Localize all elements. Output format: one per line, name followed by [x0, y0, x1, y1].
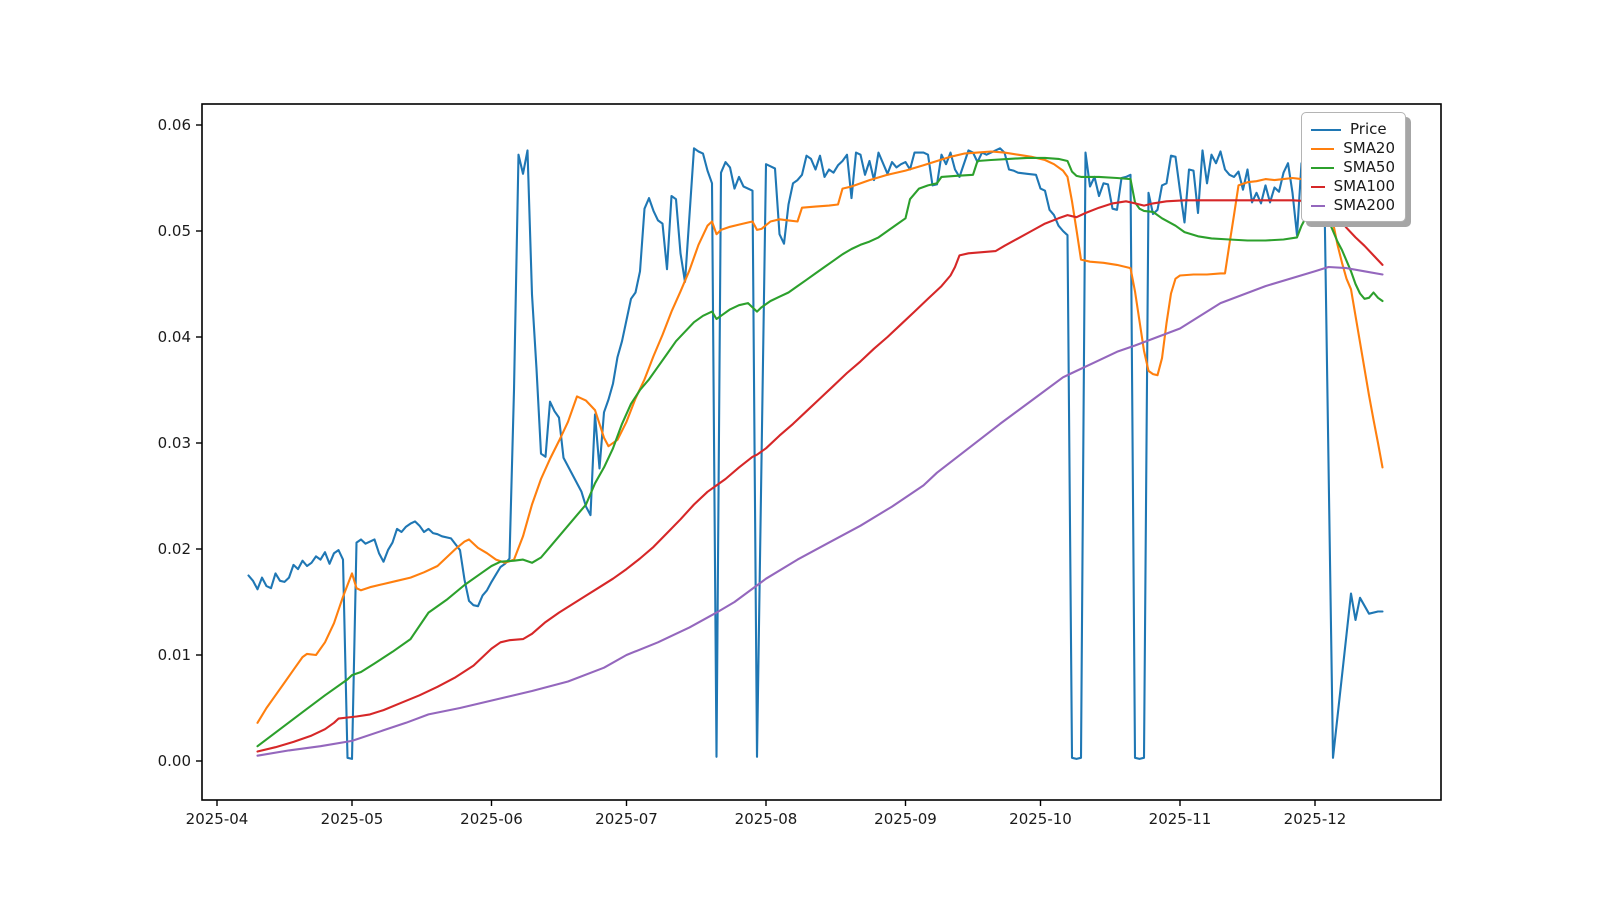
legend-entry-sma100: SMA100 — [1311, 177, 1395, 196]
sma20-line — [256, 150, 1384, 724]
legend-label: Price — [1350, 120, 1387, 138]
x-tick-label: 2025-10 — [1009, 810, 1072, 828]
x-tick-label: 2025-05 — [321, 810, 384, 828]
legend-label: SMA100 — [1333, 177, 1395, 195]
price-line-swatch-icon — [1311, 128, 1341, 131]
sma50-line — [256, 156, 1384, 748]
sma200-line — [256, 265, 1384, 757]
x-tick-label: 2025-11 — [1149, 810, 1212, 828]
sma100-line-swatch-icon — [1311, 185, 1325, 188]
legend-entry-sma50: SMA50 — [1311, 158, 1395, 177]
sma200-line-swatch-icon — [1311, 204, 1325, 207]
x-tick-label: 2025-08 — [735, 810, 798, 828]
legend-entry-price: Price — [1311, 120, 1395, 139]
y-tick-label: 0.02 — [158, 540, 191, 558]
x-tick-label: 2025-07 — [595, 810, 658, 828]
price-line — [247, 147, 1384, 760]
legend-label: SMA50 — [1343, 158, 1395, 176]
legend-entry-sma20: SMA20 — [1311, 139, 1395, 158]
x-tick-label: 2025-09 — [874, 810, 937, 828]
y-tick-label: 0.04 — [158, 328, 191, 346]
axes-spines — [201, 103, 1442, 801]
x-tick-label: 2025-04 — [186, 810, 249, 828]
y-tick-label: 0.01 — [158, 646, 191, 664]
legend-label: SMA200 — [1333, 196, 1395, 214]
y-tick-label: 0.06 — [158, 116, 191, 134]
x-tick-label: 2025-06 — [460, 810, 523, 828]
sma50-line-swatch-icon — [1311, 166, 1335, 169]
y-tick-label: 0.03 — [158, 434, 191, 452]
y-tick-label: 0.05 — [158, 222, 191, 240]
legend-label: SMA20 — [1343, 139, 1395, 157]
sma20-line-swatch-icon — [1311, 147, 1335, 150]
x-tick-label: 2025-12 — [1284, 810, 1347, 828]
legend-entry-sma200: SMA200 — [1311, 196, 1395, 215]
y-tick-label: 0.00 — [158, 752, 191, 770]
sma100-line — [256, 199, 1384, 753]
chart-legend: Price SMA20 SMA50 SMA100 SMA200 — [1301, 112, 1406, 222]
